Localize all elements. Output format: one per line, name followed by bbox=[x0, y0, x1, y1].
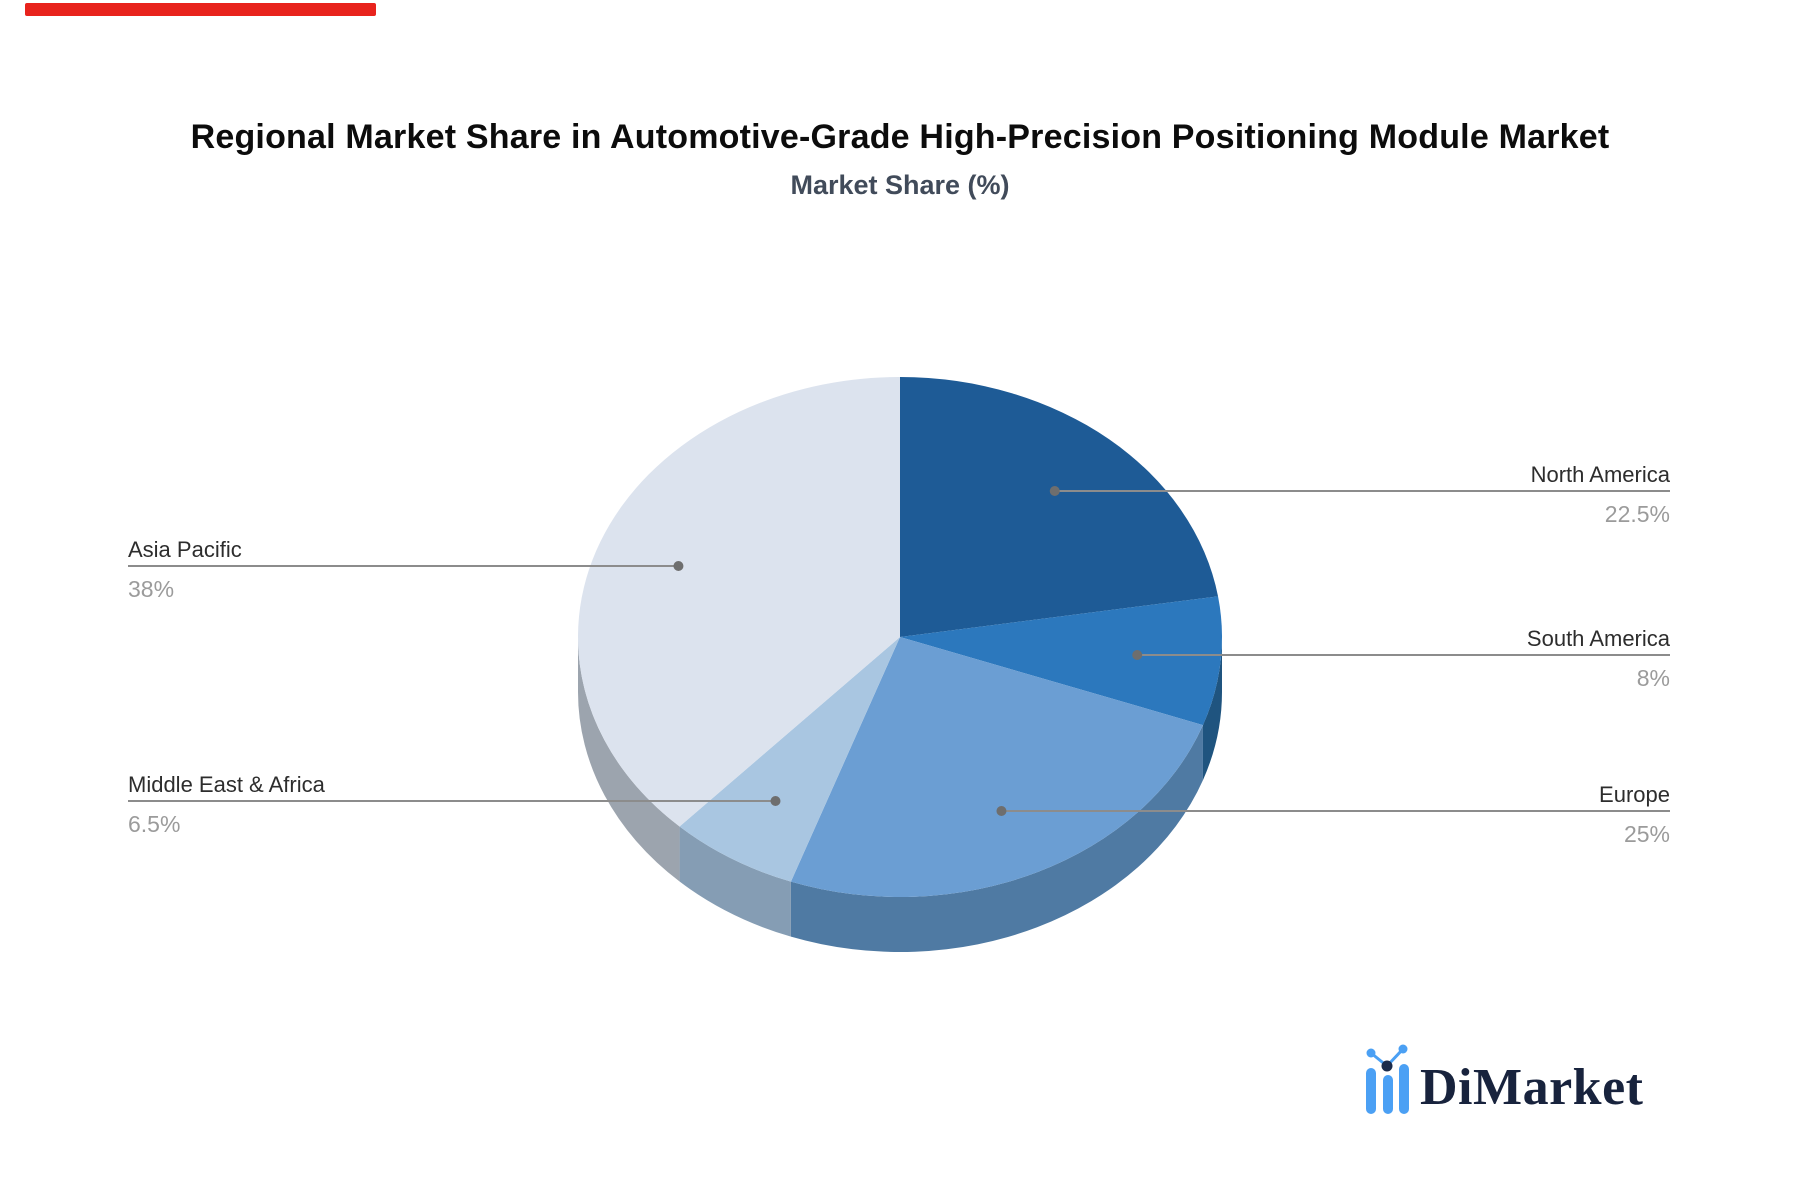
slice-value-europe: 25% bbox=[1624, 821, 1670, 847]
logo-dot-2 bbox=[1381, 1060, 1393, 1072]
logo-bar-2 bbox=[1383, 1075, 1393, 1114]
logo-bar-3 bbox=[1399, 1064, 1409, 1114]
slice-label-middle-east-africa: Middle East & Africa bbox=[128, 772, 326, 797]
slice-value-south-america: 8% bbox=[1637, 665, 1670, 691]
logo: DiMarket bbox=[1362, 1044, 1682, 1134]
logo-dot-1 bbox=[1366, 1048, 1376, 1058]
pie-side-europe bbox=[790, 725, 1203, 953]
pie-slice-south-america[interactable] bbox=[900, 596, 1223, 726]
pie-walls bbox=[578, 637, 1222, 953]
slice-value-middle-east-africa: 6.5% bbox=[128, 811, 180, 837]
slice-label-asia-pacific: Asia Pacific bbox=[128, 537, 242, 562]
pie-leaders bbox=[128, 486, 1670, 816]
top-red-bar bbox=[25, 3, 376, 16]
leader-dot-north-america bbox=[1049, 486, 1060, 496]
logo-text: DiMarket bbox=[1420, 1059, 1644, 1116]
page-title: Regional Market Share in Automotive-Grad… bbox=[190, 118, 1610, 156]
slice-label-south-america: South America bbox=[1527, 626, 1671, 651]
pie-side-middle-east-africa bbox=[679, 826, 791, 937]
leader-dot-middle-east-africa bbox=[770, 796, 781, 806]
leader-dot-europe bbox=[996, 806, 1007, 816]
leader-dot-asia-pacific bbox=[673, 561, 684, 571]
slice-value-north-america: 22.5% bbox=[1605, 501, 1670, 527]
pie-slice-middle-east-africa[interactable] bbox=[679, 637, 900, 882]
pie-side-south-america bbox=[1202, 637, 1222, 781]
leader-dot-south-america bbox=[1132, 650, 1143, 660]
slice-label-europe: Europe bbox=[1599, 782, 1670, 807]
slice-label-north-america: North America bbox=[1531, 462, 1671, 487]
logo-bar-1 bbox=[1366, 1068, 1376, 1114]
pie-slice-north-america[interactable] bbox=[900, 377, 1219, 637]
logo-chart-icon bbox=[1366, 1044, 1409, 1114]
chart-subtitle: Market Share (%) bbox=[790, 170, 1010, 200]
pie-tops bbox=[577, 377, 1223, 898]
pie-labels: North America 22.5% South America 8% Europe 2… bbox=[128, 462, 1671, 847]
pie-slice-asia-pacific[interactable] bbox=[577, 377, 900, 827]
slice-value-asia-pacific: 38% bbox=[128, 576, 174, 602]
pie-slice-europe[interactable] bbox=[790, 637, 1203, 898]
pie-side-asia-pacific bbox=[578, 637, 680, 882]
logo-dot-3 bbox=[1398, 1044, 1408, 1054]
